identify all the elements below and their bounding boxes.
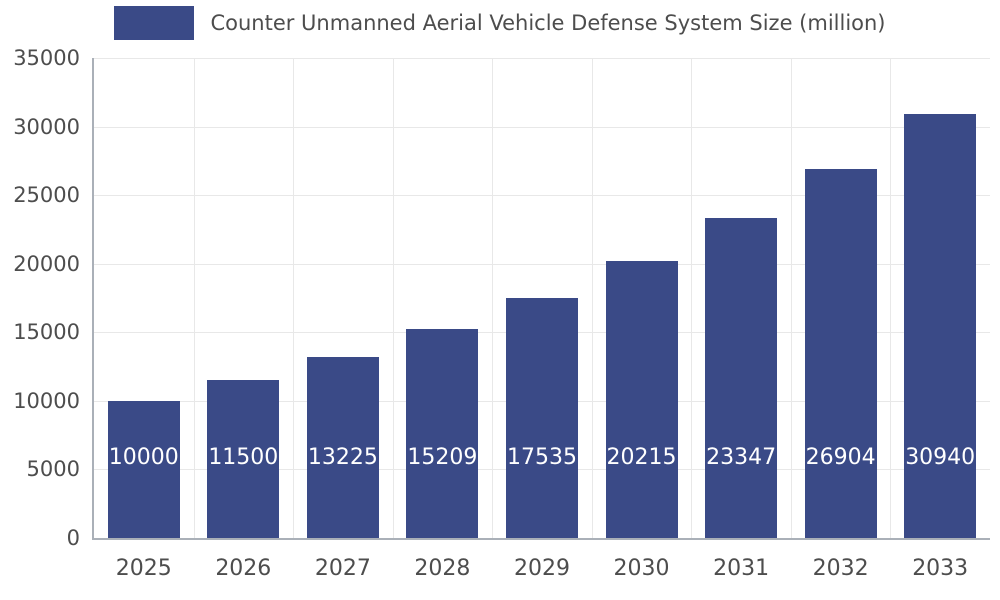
bar-value-label: 23347 [706,445,777,470]
bar-value-label: 17535 [506,445,577,470]
bar-slot: 20215 2030 [592,58,692,581]
x-axis-tick-label: 2025 [115,556,172,581]
vertical-gridline [691,58,693,538]
bar[interactable] [107,400,180,538]
bar-slot: 30940 2033 [890,58,990,581]
bar-slot: 11500 2026 [194,58,294,581]
x-axis-tick-label: 2033 [912,556,969,581]
bar-value-label: 20215 [606,445,677,470]
gridline [94,58,990,59]
legend-item[interactable]: Counter Unmanned Aerial Vehicle Defense … [114,6,886,40]
x-axis-tick-label: 2031 [713,556,770,581]
bar[interactable] [705,217,778,538]
vertical-gridline [492,58,494,538]
bar-value-label: 11500 [208,445,279,470]
bar-value-label: 13225 [307,445,378,470]
legend-label: Counter Unmanned Aerial Vehicle Defense … [210,11,886,35]
bar-slot: 15209 2028 [393,58,493,581]
vertical-gridline [293,58,295,538]
x-axis-tick-label: 2029 [513,556,570,581]
legend-swatch-icon [114,6,195,40]
y-axis-tick-label: 35000 [13,46,80,70]
bar[interactable] [207,380,280,538]
y-axis-tick-label: 20000 [13,251,80,276]
chart-legend: Counter Unmanned Aerial Vehicle Defense … [0,6,1000,40]
bar-value-label: 10000 [108,445,179,470]
bar[interactable] [306,356,379,538]
gridline [94,263,990,265]
bar-slot: 13225 2027 [293,58,393,581]
bar[interactable] [804,169,877,538]
bar[interactable] [605,260,678,538]
vertical-gridline [790,58,792,538]
x-axis-tick-label: 2028 [414,556,471,581]
bar[interactable] [406,329,479,538]
vertical-gridline [392,58,394,538]
y-axis-tick-label: 25000 [13,183,80,208]
bar[interactable] [904,113,977,538]
bar-series: 10000 2025 11500 2026 13225 2027 15209 2… [94,58,990,581]
bar-slot: 17535 2029 [492,58,592,581]
y-axis-tick-label: 10000 [13,388,80,413]
y-axis-tick-label: 15000 [13,320,80,345]
bar-value-label: 30940 [905,445,976,470]
vertical-gridline [193,58,195,538]
x-axis-tick-label: 2026 [215,556,272,581]
plot-area: 35000 30000 25000 20000 15000 10000 5000… [13,46,990,581]
bar-value-label: 26904 [805,445,876,470]
vertical-gridline [890,58,892,538]
gridline [94,195,990,197]
vertical-gridline [591,58,593,538]
x-axis-tick-label: 2030 [613,556,670,581]
bar-slot: 10000 2025 [94,58,194,581]
y-axis-tick-label: 5000 [26,457,80,482]
bar-slot: 23347 2031 [691,58,791,581]
x-axis-tick-label: 2027 [314,556,371,581]
bar-value-label: 15209 [407,445,478,470]
y-axis-tick-label: 0 [66,526,80,550]
bar[interactable] [505,297,578,538]
x-axis-tick-label: 2032 [812,556,869,581]
bar-slot: 26904 2032 [791,58,891,581]
gridline [94,126,990,128]
y-axis-tick-label: 30000 [13,114,80,139]
